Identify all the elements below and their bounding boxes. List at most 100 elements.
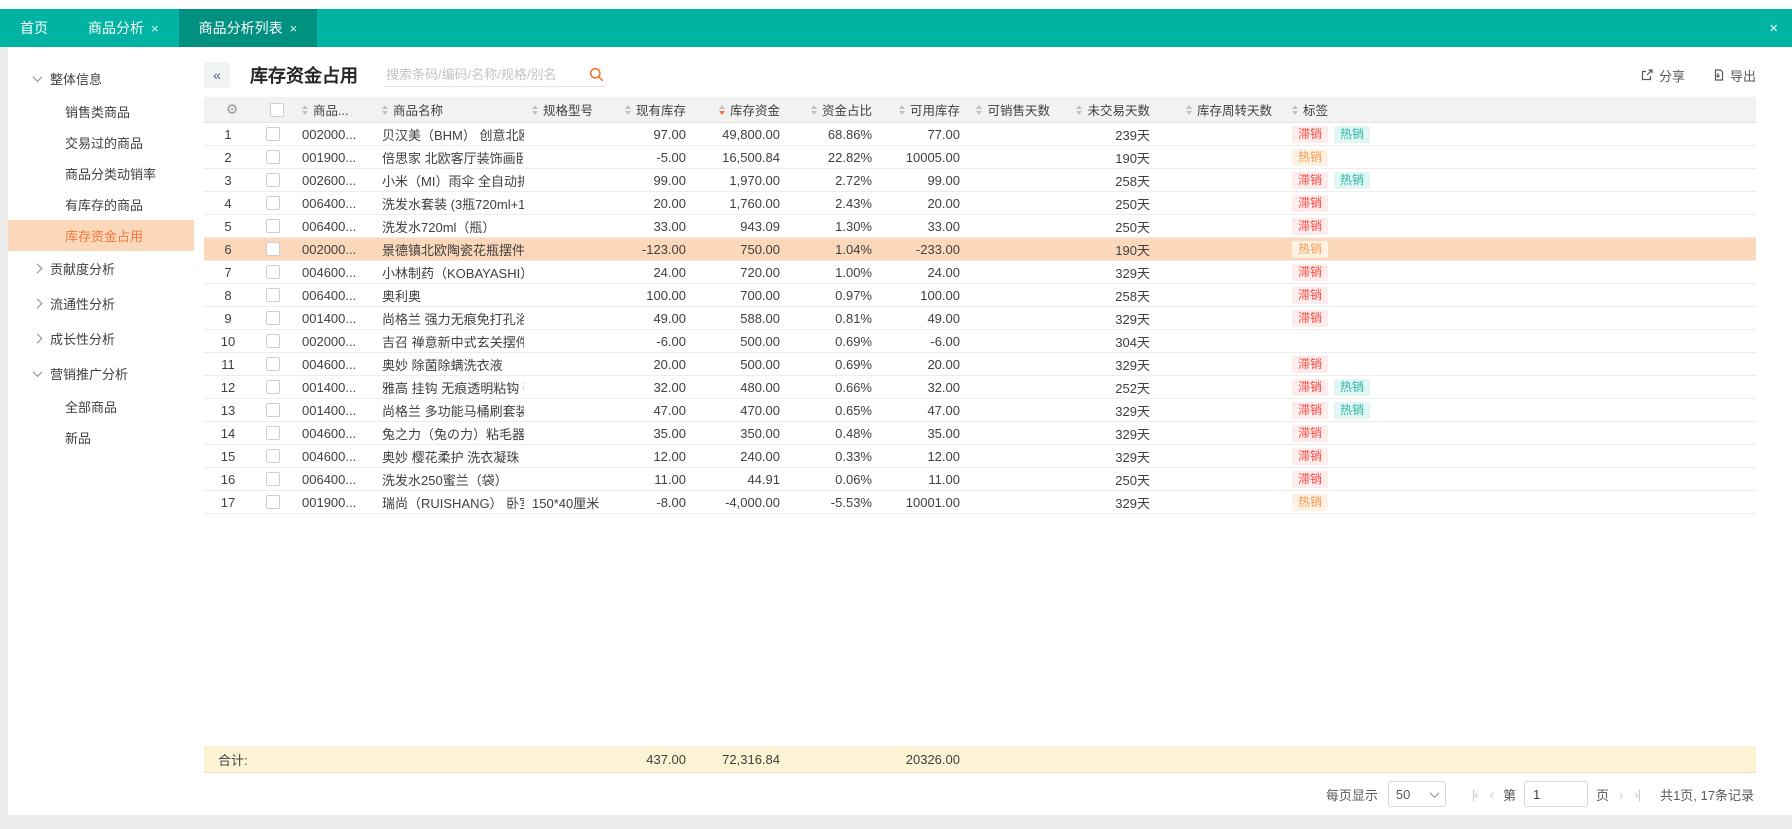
table-row[interactable]: 8 006400... 奥利奥 100.00 700.00 0.97% 100.00 258天… bbox=[204, 284, 1756, 307]
table-row[interactable]: 1 002000... 贝汉美（BHM） 创意北欧陶 97.00 49,800.00 68… bbox=[204, 123, 1756, 146]
row-checkbox[interactable] bbox=[266, 173, 280, 187]
table-row[interactable]: 4 006400... 洗发水套装 (3瓶720ml+1瓶 20.00 1,760.00… bbox=[204, 192, 1756, 215]
tab-首页[interactable]: 首页 bbox=[0, 9, 68, 47]
export-button[interactable]: 导出 bbox=[1711, 66, 1756, 85]
select-all-checkbox[interactable] bbox=[270, 102, 284, 117]
row-checkbox[interactable] bbox=[266, 311, 280, 325]
product-name: 洗发水720ml（瓶） bbox=[382, 219, 496, 235]
row-checkbox-cell bbox=[252, 219, 294, 233]
search-icon[interactable] bbox=[589, 67, 604, 82]
tab-商品分析[interactable]: 商品分析 × bbox=[68, 9, 179, 47]
column-header-资金占比[interactable]: 资金占比 bbox=[792, 100, 884, 119]
table-row[interactable]: 6 002000... 景德镇北欧陶瓷花瓶摆件 仿 -123.00 750.00 1.04… bbox=[204, 238, 1756, 261]
table-row[interactable]: 3 002600... 小米（MI）雨伞 全自动折叠 99.00 1,970.00 2.7… bbox=[204, 169, 1756, 192]
table-row[interactable]: 7 004600... 小林制药（KOBAYASHI）日 24.00 720.00 1.0… bbox=[204, 261, 1756, 284]
fund-ratio: 2.43% bbox=[835, 195, 872, 211]
column-header-规格型号[interactable]: 规格型号 bbox=[524, 100, 610, 119]
sidebar-item-库存资金占用[interactable]: 库存资金占用 bbox=[8, 220, 194, 251]
column-header-库存周转天数[interactable]: 库存周转天数 bbox=[1162, 100, 1284, 119]
row-checkbox-cell bbox=[252, 495, 294, 509]
tab-close-icon[interactable]: × bbox=[289, 20, 298, 36]
sidebar-node-贡献度分析[interactable]: 贡献度分析 bbox=[8, 251, 204, 286]
current-stock: 11.00 bbox=[654, 471, 686, 487]
column-header-未交易天数[interactable]: 未交易天数 bbox=[1062, 100, 1162, 119]
row-checkbox[interactable] bbox=[266, 403, 280, 417]
table-row[interactable]: 5 006400... 洗发水720ml（瓶） 33.00 943.09 1.30% 33.… bbox=[204, 215, 1756, 238]
tag-滞销: 滞销 bbox=[1292, 447, 1329, 465]
column-header-商品名称[interactable]: 商品名称 bbox=[374, 100, 524, 119]
table-row[interactable]: 11 004600... 奥妙 除菌除螨洗衣液 20.00 500.00 0.69% 20.… bbox=[204, 353, 1756, 376]
sidebar-node-营销推广分析[interactable]: 营销推广分析 bbox=[8, 356, 204, 391]
column-header-标签[interactable]: 标签 bbox=[1284, 100, 1756, 119]
row-checkbox[interactable] bbox=[266, 495, 280, 509]
product-code: 004600... bbox=[302, 425, 357, 441]
sidebar-item-新品[interactable]: 新品 bbox=[65, 431, 92, 446]
sidebar-node-label: 成长性分析 bbox=[50, 332, 116, 347]
column-label: 现有库存 bbox=[635, 104, 686, 118]
row-checkbox-cell bbox=[252, 449, 294, 463]
tab-商品分析列表[interactable]: 商品分析列表 × bbox=[178, 9, 318, 47]
stock-fund: 720.00 bbox=[740, 264, 780, 280]
row-checkbox[interactable] bbox=[266, 449, 280, 463]
prev-page-icon[interactable]: ‹ bbox=[1489, 786, 1494, 802]
page-number-input[interactable] bbox=[1524, 781, 1588, 807]
row-index: 11 bbox=[221, 356, 235, 372]
row-checkbox[interactable] bbox=[266, 127, 280, 141]
tag-滞销: 滞销 bbox=[1292, 401, 1329, 419]
row-checkbox[interactable] bbox=[266, 426, 280, 440]
sidebar-item-有库存的商品[interactable]: 有库存的商品 bbox=[65, 198, 144, 213]
sidebar-item-商品分类动销率[interactable]: 商品分类动销率 bbox=[65, 167, 157, 182]
search-box bbox=[384, 63, 606, 87]
table-row[interactable]: 10 002000... 吉召 禅意新中式玄关摆件客 -6.00 500.00 0.69%… bbox=[204, 330, 1756, 353]
tab-close-icon[interactable]: × bbox=[151, 20, 159, 36]
first-page-icon[interactable]: |‹ bbox=[1471, 786, 1479, 802]
next-page-icon[interactable]: › bbox=[1619, 786, 1623, 802]
row-checkbox[interactable] bbox=[266, 472, 280, 486]
table-row[interactable]: 12 001400... 雅高 挂钩 无痕透明粘钩 强 32.00 480.00 0.66… bbox=[204, 376, 1756, 399]
no-trade-days: 329天 bbox=[1115, 495, 1150, 511]
column-header-现有库存[interactable]: 现有库存 bbox=[610, 100, 698, 119]
share-button[interactable]: 分享 bbox=[1640, 66, 1685, 85]
sidebar-item-交易过的商品[interactable]: 交易过的商品 bbox=[65, 136, 144, 151]
row-checkbox[interactable] bbox=[266, 265, 280, 279]
chevron-down-icon bbox=[1429, 787, 1440, 798]
page-size-select[interactable]: 50 bbox=[1387, 781, 1446, 807]
sidebar-node-label: 营销推广分析 bbox=[50, 367, 129, 382]
table-row[interactable]: 16 006400... 洗发水250蜜兰（袋） 11.00 44.91 0.06% 11.… bbox=[204, 468, 1756, 491]
table-row[interactable]: 15 004600... 奥妙 樱花柔护 洗衣凝珠 10 12.00 240.00 0.3… bbox=[204, 445, 1756, 468]
table-row[interactable]: 14 004600... 兔之力（兔の力）粘毛器粘 35.00 350.00 0.48% 3… bbox=[204, 422, 1756, 445]
table-row[interactable]: 13 001400... 尚格兰 多功能马桶刷套装 用 47.00 470.00 0.65… bbox=[204, 399, 1756, 422]
column-header-可销售天数[interactable]: 可销售天数 bbox=[972, 100, 1062, 119]
row-checkbox[interactable] bbox=[266, 196, 280, 210]
row-checkbox[interactable] bbox=[266, 380, 280, 394]
row-checkbox[interactable] bbox=[266, 242, 280, 256]
table-row[interactable]: 9 001400... 尚格兰 强力无痕免打孔浴室 49.00 588.00 0.81% 4… bbox=[204, 307, 1756, 330]
close-icon[interactable]: × bbox=[1769, 19, 1778, 37]
current-stock: 35.00 bbox=[653, 425, 686, 441]
sidebar-item-全部商品[interactable]: 全部商品 bbox=[65, 400, 118, 415]
table-row[interactable]: 2 001900... 倍思家 北欧客厅装饰画卧室 -5.00 16,500.84 22.… bbox=[204, 146, 1756, 169]
row-checkbox[interactable] bbox=[266, 357, 280, 371]
row-checkbox[interactable] bbox=[266, 150, 280, 164]
sidebar-collapse-button[interactable]: « bbox=[204, 62, 230, 88]
gear-icon[interactable]: ⚙ bbox=[225, 101, 239, 117]
row-checkbox-cell bbox=[252, 426, 294, 440]
row-checkbox[interactable] bbox=[266, 288, 280, 302]
no-trade-days: 250天 bbox=[1115, 472, 1150, 488]
fund-ratio: 0.06% bbox=[835, 471, 872, 487]
column-header-商品...[interactable]: 商品... bbox=[294, 100, 374, 119]
row-checkbox[interactable] bbox=[266, 334, 280, 348]
sidebar-item-销售类商品[interactable]: 销售类商品 bbox=[65, 105, 131, 120]
column-header-库存资金[interactable]: 库存资金 bbox=[698, 100, 792, 119]
search-input[interactable] bbox=[386, 67, 581, 82]
sidebar-node-整体信息[interactable]: 整体信息 bbox=[8, 61, 204, 96]
last-page-icon[interactable]: ›| bbox=[1634, 786, 1641, 802]
no-trade-days: 258天 bbox=[1115, 173, 1150, 189]
sort-icon bbox=[1185, 104, 1192, 115]
sidebar-node-成长性分析[interactable]: 成长性分析 bbox=[8, 321, 204, 356]
table-row[interactable]: 17 001900... 瑞尚（RUISHANG） 卧室装 150*40厘米 -8.00… bbox=[204, 491, 1756, 514]
column-header-可用库存[interactable]: 可用库存 bbox=[884, 100, 972, 119]
row-checkbox[interactable] bbox=[266, 219, 280, 233]
sidebar-node-流通性分析[interactable]: 流通性分析 bbox=[8, 286, 204, 321]
row-checkbox-cell bbox=[252, 288, 294, 302]
